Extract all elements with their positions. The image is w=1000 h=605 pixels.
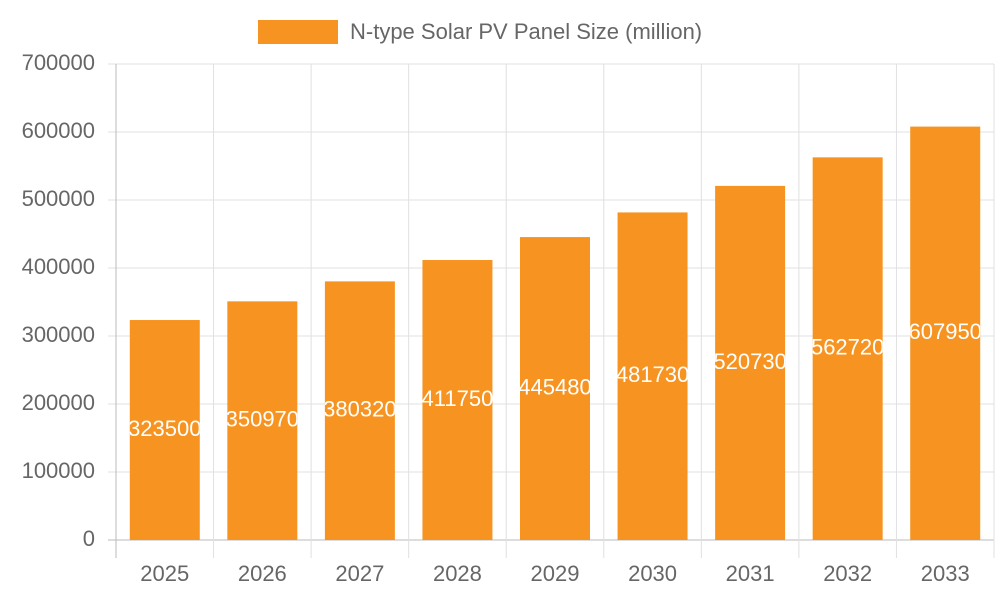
x-tick-label: 2029 (531, 561, 580, 586)
x-tick-label: 2027 (335, 561, 384, 586)
legend-label: N-type Solar PV Panel Size (million) (350, 19, 702, 44)
x-tick-label: 2033 (921, 561, 970, 586)
data-label: 380320 (323, 397, 396, 422)
y-tick-label: 600000 (22, 118, 95, 143)
x-tick-label: 2031 (726, 561, 775, 586)
data-label: 411750 (422, 386, 494, 411)
y-tick-label: 400000 (22, 254, 95, 279)
bar (617, 212, 688, 541)
bar (812, 157, 883, 540)
y-tick-label: 300000 (22, 322, 95, 347)
bar (520, 237, 590, 540)
data-label: 562720 (811, 334, 884, 359)
y-tick-label: 700000 (22, 50, 95, 75)
x-tick-label: 2030 (628, 561, 677, 586)
bar (227, 301, 298, 540)
y-tick-label: 100000 (22, 458, 95, 483)
bar (324, 281, 395, 540)
y-tick-label: 500000 (22, 186, 95, 211)
bar (715, 185, 786, 540)
bar (129, 320, 200, 540)
bar (422, 260, 493, 540)
data-label: 323500 (128, 416, 201, 441)
y-tick-label: 0 (83, 526, 95, 551)
x-tick-label: 2032 (823, 561, 872, 586)
y-tick-label: 200000 (22, 390, 95, 415)
x-tick-label: 2026 (238, 561, 287, 586)
x-tick-label: 2025 (140, 561, 189, 586)
legend-swatch (258, 20, 338, 44)
data-label: 350970 (226, 406, 299, 431)
bar (910, 126, 981, 541)
data-label: 607950 (909, 319, 982, 344)
data-label: 481730 (616, 362, 689, 387)
x-tick-label: 2028 (433, 561, 482, 586)
data-label: 520730 (713, 349, 786, 374)
data-label: 445480 (518, 374, 591, 399)
